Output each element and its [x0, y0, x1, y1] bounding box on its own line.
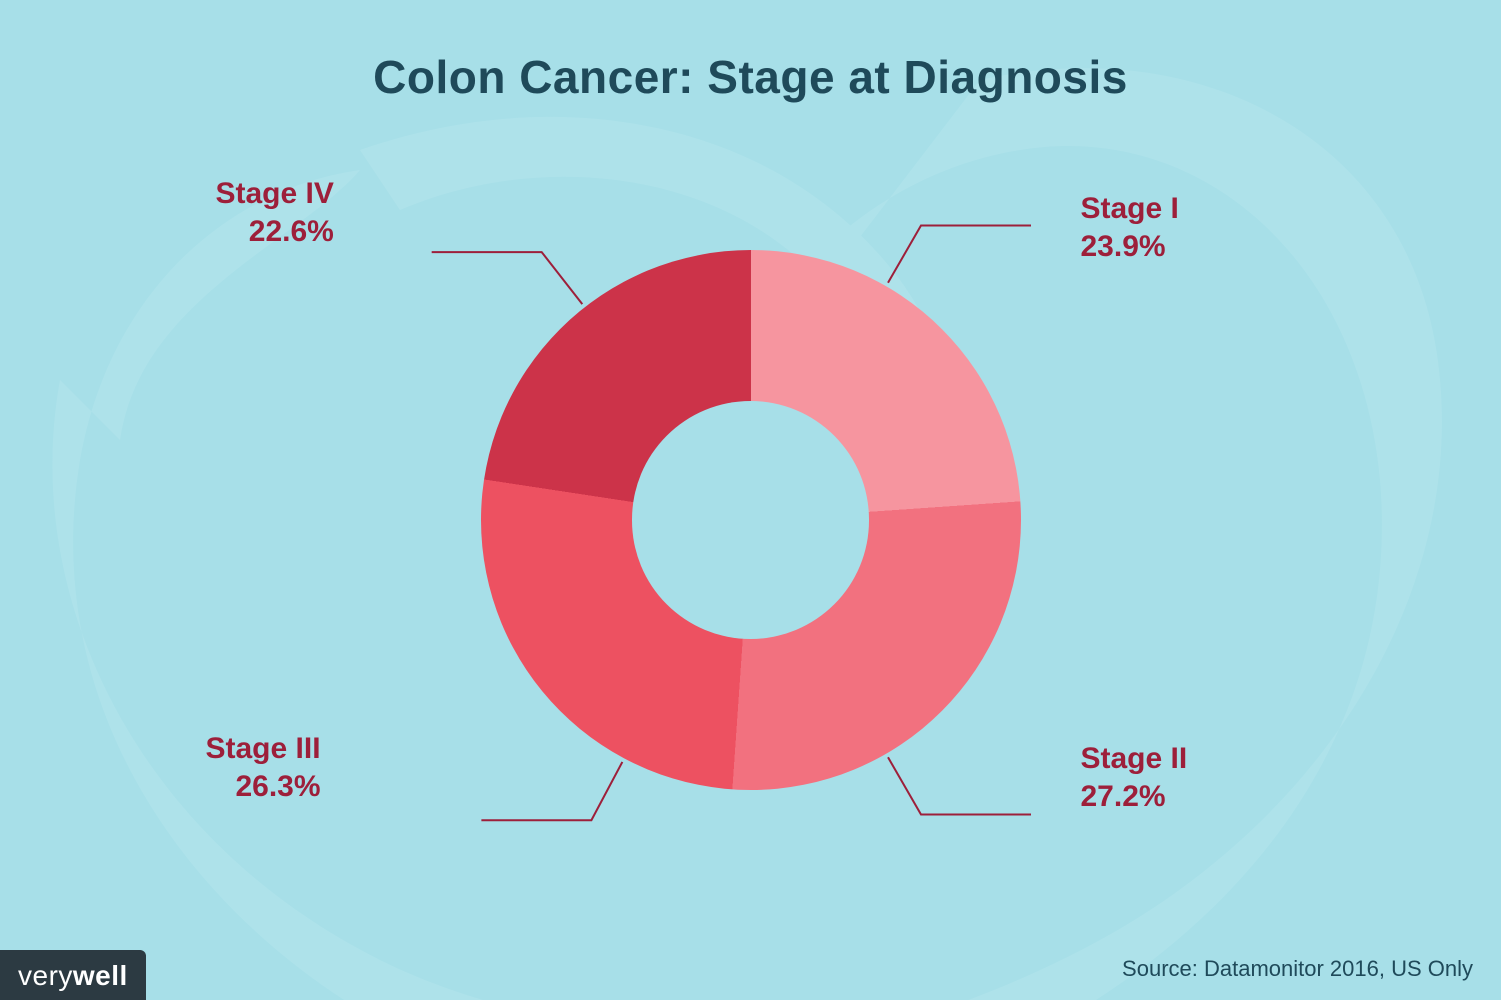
infographic-canvas: Colon Cancer: Stage at Diagnosis Stage I…	[0, 0, 1501, 1000]
source-attribution: Source: Datamonitor 2016, US Only	[1122, 956, 1473, 982]
slice-value: 26.3%	[206, 768, 321, 806]
slice-value: 27.2%	[1081, 778, 1188, 816]
logo-text-light: very	[18, 960, 73, 992]
slice-value: 23.9%	[1081, 228, 1179, 266]
slice-name: Stage III	[206, 730, 321, 768]
slice-name: Stage IV	[216, 175, 334, 213]
logo-text-bold: well	[73, 960, 128, 992]
slice-name: Stage I	[1081, 190, 1179, 228]
donut-chart: Stage I 23.9% Stage II 27.2% Stage III 2…	[481, 250, 1021, 790]
slice-label-stage-3: Stage III 26.3%	[206, 730, 321, 805]
verywell-logo: verywell	[0, 950, 146, 1000]
slice-label-stage-2: Stage II 27.2%	[1081, 740, 1188, 815]
slice-name: Stage II	[1081, 740, 1188, 778]
slice-label-stage-4: Stage IV 22.6%	[216, 175, 334, 250]
slice-label-stage-1: Stage I 23.9%	[1081, 190, 1179, 265]
chart-title: Colon Cancer: Stage at Diagnosis	[0, 50, 1501, 104]
slice-value: 22.6%	[216, 213, 334, 251]
